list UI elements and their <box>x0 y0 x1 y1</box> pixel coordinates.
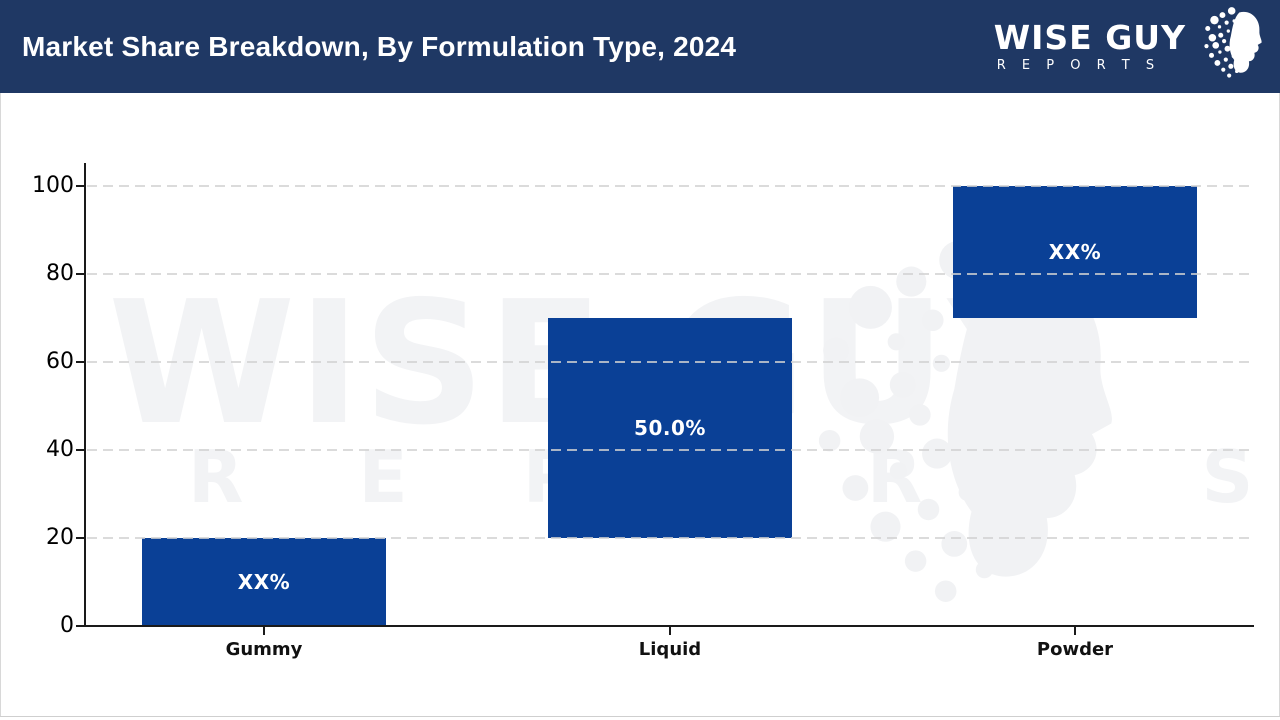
content-border-left <box>0 93 1 716</box>
logo-subtext: R E P O R T S <box>996 58 1161 73</box>
chart-title: Market Share Breakdown, By Formulation T… <box>22 30 737 62</box>
bar-gummy: XX% <box>142 538 386 626</box>
header-band: Market Share Breakdown, By Formulation T… <box>0 0 1280 93</box>
logo-wordmark: WISE GUY <box>993 18 1186 57</box>
wise-guy-reports-logo: WISE GUY R E P O R T S <box>994 4 1272 90</box>
bar-value-label: XX% <box>1048 240 1102 264</box>
bar-powder: XX% <box>953 186 1197 318</box>
logo-head-icon <box>1204 7 1262 78</box>
bar-liquid: 50.0% <box>548 318 792 538</box>
plot-area: XX% 50.0% XX% <box>0 93 1280 720</box>
logo-text: WISE GUY R E P O R T S <box>993 18 1186 74</box>
bar-value-label: XX% <box>237 570 291 594</box>
content-border-bottom <box>0 716 1280 717</box>
bar-value-label: 50.0% <box>634 416 706 440</box>
